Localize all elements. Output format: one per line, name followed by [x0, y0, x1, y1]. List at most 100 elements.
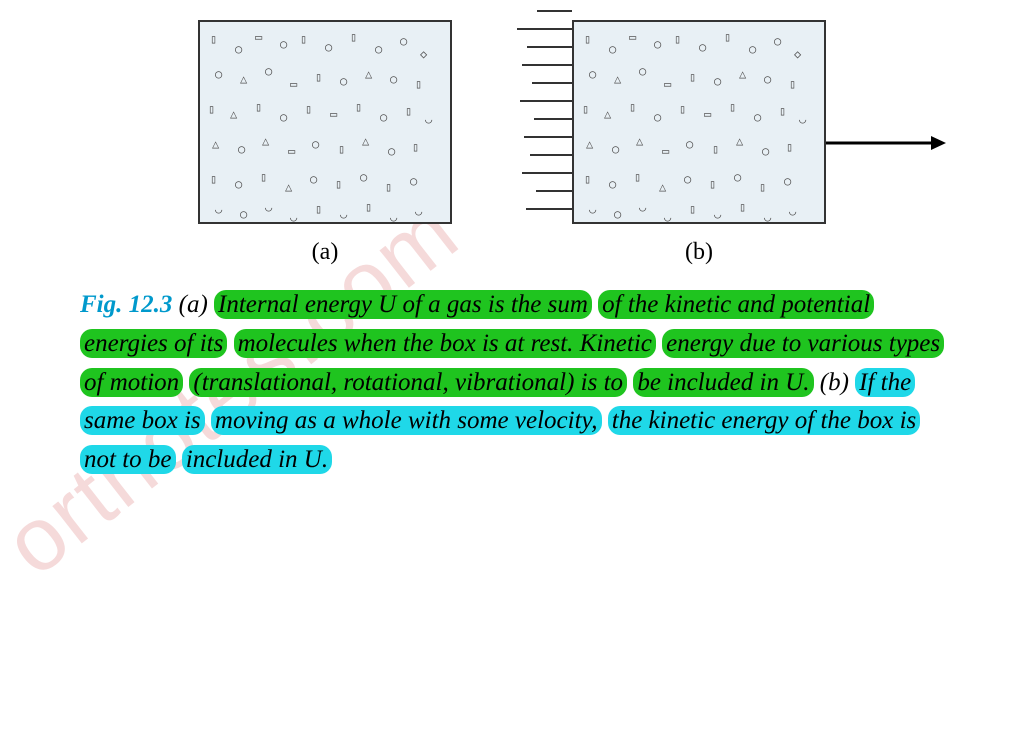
gas-particle: ▯ [255, 100, 262, 114]
label-a: (a) [312, 239, 339, 266]
gas-particle: ○ [614, 207, 621, 221]
wall-line [537, 10, 572, 12]
gas-particle: ○ [609, 42, 616, 56]
gas-particle: ○ [612, 142, 619, 156]
gas-particle: △ [586, 137, 593, 151]
figure-caption: Fig. 12.3 (a) Internal energy U of a gas… [80, 286, 944, 480]
gas-particle: ○ [310, 172, 317, 186]
wall-line [517, 28, 572, 30]
gas-particle: ▭ [330, 107, 337, 121]
gas-particle: ▯ [305, 102, 312, 116]
gas-particle: ▯ [355, 100, 362, 114]
wall-line [522, 172, 572, 174]
gas-particle: ○ [325, 40, 332, 54]
gas-particle: ◡ [415, 204, 422, 218]
gas-particle: ▯ [634, 170, 641, 184]
gas-particle: ▯ [584, 172, 591, 186]
gas-particle: ◡ [290, 210, 297, 224]
gas-particle: ▯ [729, 100, 736, 114]
gas-particle: ▯ [759, 180, 766, 194]
gas-particle: ○ [340, 74, 347, 88]
wall-line [536, 190, 572, 192]
gas-particle: △ [240, 72, 247, 86]
gas-particle: ◇ [420, 47, 427, 61]
gas-particle: △ [659, 180, 666, 194]
gas-particle: ▯ [629, 100, 636, 114]
gas-particle: ▯ [315, 70, 322, 84]
gas-particle: ○ [699, 40, 706, 54]
wall-line [526, 208, 572, 210]
caption-a-line3: molecules when the box is at rest. Kinet… [234, 329, 656, 358]
gas-particle: ▯ [674, 32, 681, 46]
gas-box-b: ▯○▭○▯○▯○○◇○△○▭▯○△○▯▯△▯○▯▭▯○▯◡△○△▭○▯△○▯▯○… [572, 20, 826, 224]
wall-line [532, 82, 572, 84]
gas-particle: ◡ [789, 204, 796, 218]
label-b: (b) [685, 239, 713, 266]
gas-particle: ▯ [679, 102, 686, 116]
wall-line [534, 118, 572, 120]
gas-particle: ▯ [385, 180, 392, 194]
gas-particle: ▯ [779, 104, 786, 118]
gas-particle: ○ [400, 34, 407, 48]
figure-number: Fig. 12.3 [80, 291, 172, 318]
gas-particle: ◡ [265, 200, 272, 214]
gas-particle: ○ [686, 137, 693, 151]
gas-particle: ▯ [415, 77, 422, 91]
gas-particle: △ [736, 134, 743, 148]
gas-particle: ○ [609, 177, 616, 191]
gas-particle: ◡ [639, 200, 646, 214]
gas-particle: ○ [754, 110, 761, 124]
gas-particle: ◡ [764, 210, 771, 224]
gas-particle: ○ [235, 177, 242, 191]
gas-particle: ○ [390, 72, 397, 86]
wall-line [527, 46, 572, 48]
gas-particle: ○ [762, 144, 769, 158]
gas-particle: ▯ [724, 30, 731, 44]
gas-particle: ▯ [315, 202, 322, 216]
gas-particle: ○ [280, 37, 287, 51]
gas-particle: △ [365, 67, 372, 81]
gas-particle: ▯ [300, 32, 307, 46]
gas-particle: ◡ [714, 207, 721, 221]
gas-particle: ◡ [799, 112, 806, 126]
gas-particle: △ [212, 137, 219, 151]
gas-particle: ▭ [255, 30, 262, 44]
gas-particle: △ [230, 107, 237, 121]
figure-a-wrapper: ▯○▭○▯○▯○○◇○△○▭▯○△○▯▯△▯○▯▭▯○▯◡△○△▭○▯△○▯▯○… [198, 20, 452, 266]
gas-particle: ▯ [335, 177, 342, 191]
gas-particle: ▯ [412, 140, 419, 154]
gas-particle: ○ [235, 42, 242, 56]
gas-particle: ▯ [210, 32, 217, 46]
gas-particle: ◡ [340, 207, 347, 221]
gas-particle: ○ [734, 170, 741, 184]
figure-row: ▯ ○ ▭ ○ ▯ ○ ▯ ○ ○ ◇ ○ △ ○ ▭ ▯ ○ △ ○ ▯ ▯ △ ▯ ○ ▯ ▭ ▯ ○ ▯ ◡ △ ○ △ ▭ ○ ▯ △ ○ ▯ ▯ ○… [40, 20, 984, 266]
gas-particle: ▭ [664, 77, 671, 91]
gas-particle: ▯ [689, 202, 696, 216]
gas-particle: ▯ [260, 170, 267, 184]
gas-particle: ▯ [739, 200, 746, 214]
wall-line [530, 154, 572, 156]
gas-particle: ○ [749, 42, 756, 56]
gas-particle: △ [636, 134, 643, 148]
gas-particle: ○ [589, 67, 596, 81]
wall-line [520, 100, 572, 102]
gas-particle: ○ [388, 144, 395, 158]
gas-particle: ○ [312, 137, 319, 151]
gas-particle: △ [604, 107, 611, 121]
gas-particle: ▯ [365, 200, 372, 214]
gas-particle: ○ [265, 64, 272, 78]
gas-particle: ◇ [794, 47, 801, 61]
gas-particle: ○ [410, 174, 417, 188]
gas-particle: ▯ [709, 177, 716, 191]
gas-particle: ○ [215, 67, 222, 81]
gas-particle: ○ [774, 34, 781, 48]
figure-b-wrapper: ▯○▭○▯○▯○○◇○△○▭▯○△○▯▯△▯○▯▭▯○▯◡△○△▭○▯△○▯▯○… [572, 20, 826, 266]
gas-particle: ▭ [662, 144, 669, 158]
gas-particle: ○ [280, 110, 287, 124]
gas-particle: ○ [684, 172, 691, 186]
caption-b-line4: included in U. [182, 445, 332, 474]
part-b-label: (b) [820, 369, 849, 396]
gas-particle: ▯ [405, 104, 412, 118]
gas-particle: ◡ [215, 202, 222, 216]
gas-particle: ○ [380, 110, 387, 124]
